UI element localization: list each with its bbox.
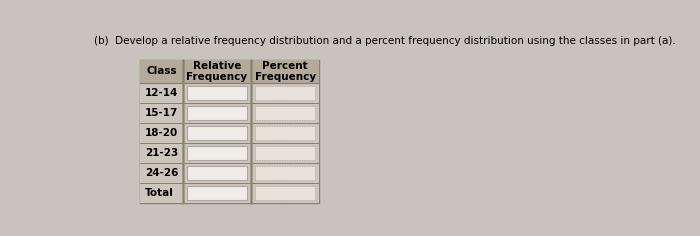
Text: Relative
Frequency: Relative Frequency	[186, 61, 248, 82]
Bar	[140, 163, 183, 183]
Bar	[255, 106, 315, 120]
Bar	[255, 126, 315, 140]
Text: Total: Total	[145, 188, 174, 198]
Text: 24-26: 24-26	[145, 168, 178, 178]
Bar	[187, 126, 247, 140]
Bar	[140, 183, 319, 203]
Bar	[255, 146, 315, 160]
Bar	[187, 146, 247, 160]
Bar	[140, 83, 319, 103]
Text: 18-20: 18-20	[145, 128, 178, 138]
Bar	[140, 183, 183, 203]
Bar	[140, 60, 319, 203]
Text: 21-23: 21-23	[145, 148, 178, 158]
Bar	[187, 86, 247, 100]
Bar	[140, 143, 183, 163]
Bar	[255, 166, 315, 180]
Text: 12-14: 12-14	[145, 88, 178, 98]
Text: Class: Class	[146, 67, 177, 76]
Bar	[140, 103, 183, 123]
Bar	[140, 143, 319, 163]
Text: Percent
Frequency: Percent Frequency	[255, 61, 316, 82]
Bar	[187, 186, 247, 200]
Bar	[140, 103, 319, 123]
Bar	[140, 83, 183, 103]
Bar	[140, 163, 319, 183]
Bar	[140, 123, 183, 143]
Bar	[187, 166, 247, 180]
Bar	[140, 123, 319, 143]
Bar	[255, 86, 315, 100]
Bar	[255, 186, 315, 200]
Text: 15-17: 15-17	[145, 108, 178, 118]
Bar	[187, 106, 247, 120]
Text: (b)  Develop a relative frequency distribution and a percent frequency distribut: (b) Develop a relative frequency distrib…	[94, 36, 676, 46]
Bar	[140, 60, 319, 83]
